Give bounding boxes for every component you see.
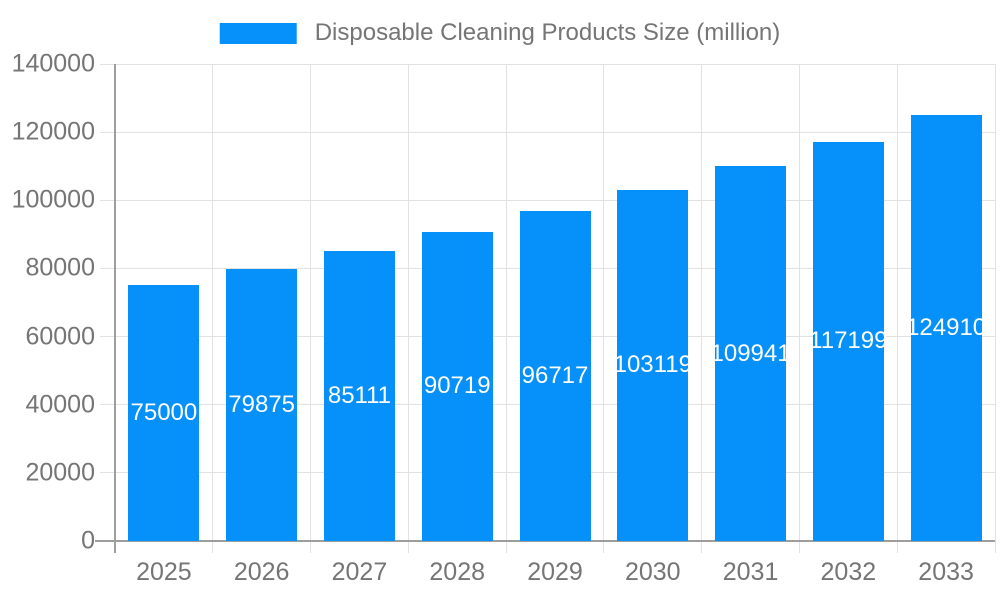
bar-value-label: 124910 <box>906 314 987 342</box>
gridline-vertical <box>701 64 703 553</box>
gridline-horizontal <box>100 63 995 65</box>
y-tick-label: 140000 <box>11 49 95 78</box>
bar <box>617 189 689 541</box>
y-axis-line <box>114 64 116 553</box>
x-tick-label: 2031 <box>722 558 779 586</box>
bar-value-label: 109941 <box>710 339 791 367</box>
x-tick-label: 2025 <box>136 558 192 586</box>
x-tick-label: 2028 <box>429 558 486 586</box>
gridline-vertical <box>603 64 605 553</box>
y-tick-label: 0 <box>81 526 95 555</box>
bar-value-label: 117199 <box>809 327 888 355</box>
bar-value-label: 85111 <box>327 382 392 409</box>
gridline-vertical <box>994 64 996 553</box>
gridline-horizontal <box>100 131 995 133</box>
legend-label: Disposable Cleaning Products Size (milli… <box>314 19 781 46</box>
y-tick-label: 120000 <box>11 117 95 146</box>
bar-value-label: 103119 <box>613 351 692 379</box>
bar <box>128 285 200 541</box>
bar <box>421 231 493 541</box>
bar-value-label: 90719 <box>423 372 491 400</box>
y-tick-label: 100000 <box>11 185 95 214</box>
bar <box>519 211 591 541</box>
x-axis-line <box>95 540 995 542</box>
bar <box>323 251 395 541</box>
bar <box>910 115 982 541</box>
y-tick-label: 20000 <box>25 458 95 487</box>
y-tick-label: 80000 <box>25 253 95 282</box>
y-tick-label: 40000 <box>25 390 95 419</box>
bar <box>715 166 787 541</box>
x-tick-label: 2027 <box>331 558 388 586</box>
gridline-vertical <box>310 64 312 553</box>
gridline-vertical <box>505 64 507 553</box>
bar <box>812 141 884 541</box>
y-tick-label: 60000 <box>25 322 95 351</box>
legend: Disposable Cleaning Products Size (milli… <box>219 19 781 46</box>
gridline-vertical <box>407 64 409 553</box>
gridline-vertical <box>798 64 800 553</box>
x-tick-label: 2030 <box>624 558 681 586</box>
legend-swatch <box>219 22 297 44</box>
bar-value-label: 75000 <box>130 399 198 427</box>
x-tick-label: 2033 <box>918 558 974 586</box>
bar-value-label: 79875 <box>228 390 296 418</box>
gridline-horizontal <box>100 199 995 201</box>
gridline-vertical <box>212 64 214 553</box>
x-tick-label: 2032 <box>820 558 877 586</box>
gridline-vertical <box>896 64 898 553</box>
x-tick-label: 2026 <box>233 558 290 586</box>
bar <box>226 268 298 541</box>
bar-value-label: 96717 <box>521 362 589 390</box>
x-tick-label: 2029 <box>527 558 583 586</box>
